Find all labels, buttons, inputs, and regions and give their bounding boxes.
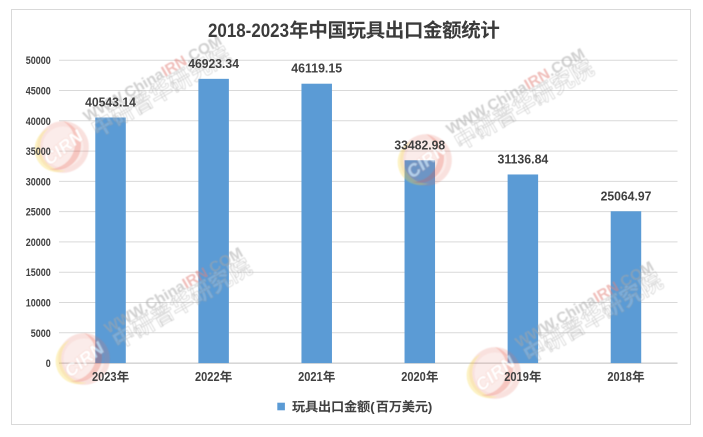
svg-text:40543.14: 40543.14 — [85, 96, 136, 110]
svg-text:2023: 2023 — [92, 370, 117, 384]
svg-text:2021: 2021 — [298, 370, 323, 384]
svg-text:10000: 10000 — [26, 298, 51, 310]
svg-text:): ) — [428, 399, 432, 414]
svg-text:25064.97: 25064.97 — [601, 189, 652, 203]
svg-text:50000: 50000 — [26, 55, 51, 67]
svg-text:2020: 2020 — [401, 370, 426, 384]
svg-text:20000: 20000 — [26, 237, 51, 249]
svg-text:33482.98: 33482.98 — [394, 138, 445, 152]
svg-text:5000: 5000 — [31, 328, 51, 340]
svg-text:2022: 2022 — [195, 370, 220, 384]
svg-text:0: 0 — [46, 358, 51, 370]
svg-text:46119.15: 46119.15 — [291, 62, 342, 76]
svg-text:2019: 2019 — [504, 370, 529, 384]
svg-text:46923.34: 46923.34 — [188, 57, 239, 71]
svg-text:25000: 25000 — [26, 207, 51, 219]
svg-text:45000: 45000 — [26, 86, 51, 98]
svg-text:15000: 15000 — [26, 267, 51, 279]
svg-text:(: ( — [370, 399, 375, 414]
svg-text:30000: 30000 — [26, 176, 51, 188]
svg-text:31136.84: 31136.84 — [498, 153, 549, 167]
svg-text:35000: 35000 — [26, 146, 51, 158]
svg-text:2018: 2018 — [607, 370, 632, 384]
svg-text:40000: 40000 — [26, 116, 51, 128]
svg-text:2018-2023: 2018-2023 — [208, 20, 289, 42]
